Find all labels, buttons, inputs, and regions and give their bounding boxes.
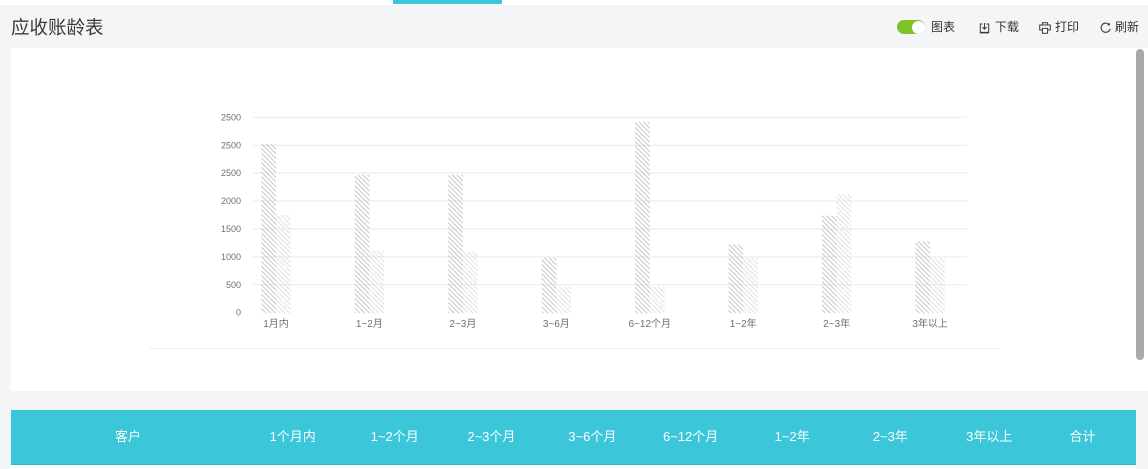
- svg-text:2500: 2500: [221, 112, 241, 122]
- svg-text:1~2月: 1~2月: [356, 318, 383, 330]
- svg-text:3~6月: 3~6月: [543, 318, 570, 330]
- svg-text:2500: 2500: [221, 168, 241, 178]
- svg-text:6~12个月: 6~12个月: [629, 318, 672, 330]
- svg-text:2500: 2500: [221, 140, 241, 150]
- svg-text:0: 0: [236, 308, 241, 318]
- svg-text:1000: 1000: [221, 252, 241, 262]
- svg-text:500: 500: [226, 280, 241, 290]
- svg-text:1月内: 1月内: [263, 317, 289, 330]
- svg-text:3年以上: 3年以上: [912, 317, 948, 330]
- svg-text:1500: 1500: [221, 224, 241, 234]
- svg-text:2000: 2000: [221, 196, 241, 206]
- svg-text:2~3年: 2~3年: [823, 317, 850, 330]
- svg-text:1~2年: 1~2年: [730, 317, 757, 330]
- svg-text:2~3月: 2~3月: [449, 318, 476, 330]
